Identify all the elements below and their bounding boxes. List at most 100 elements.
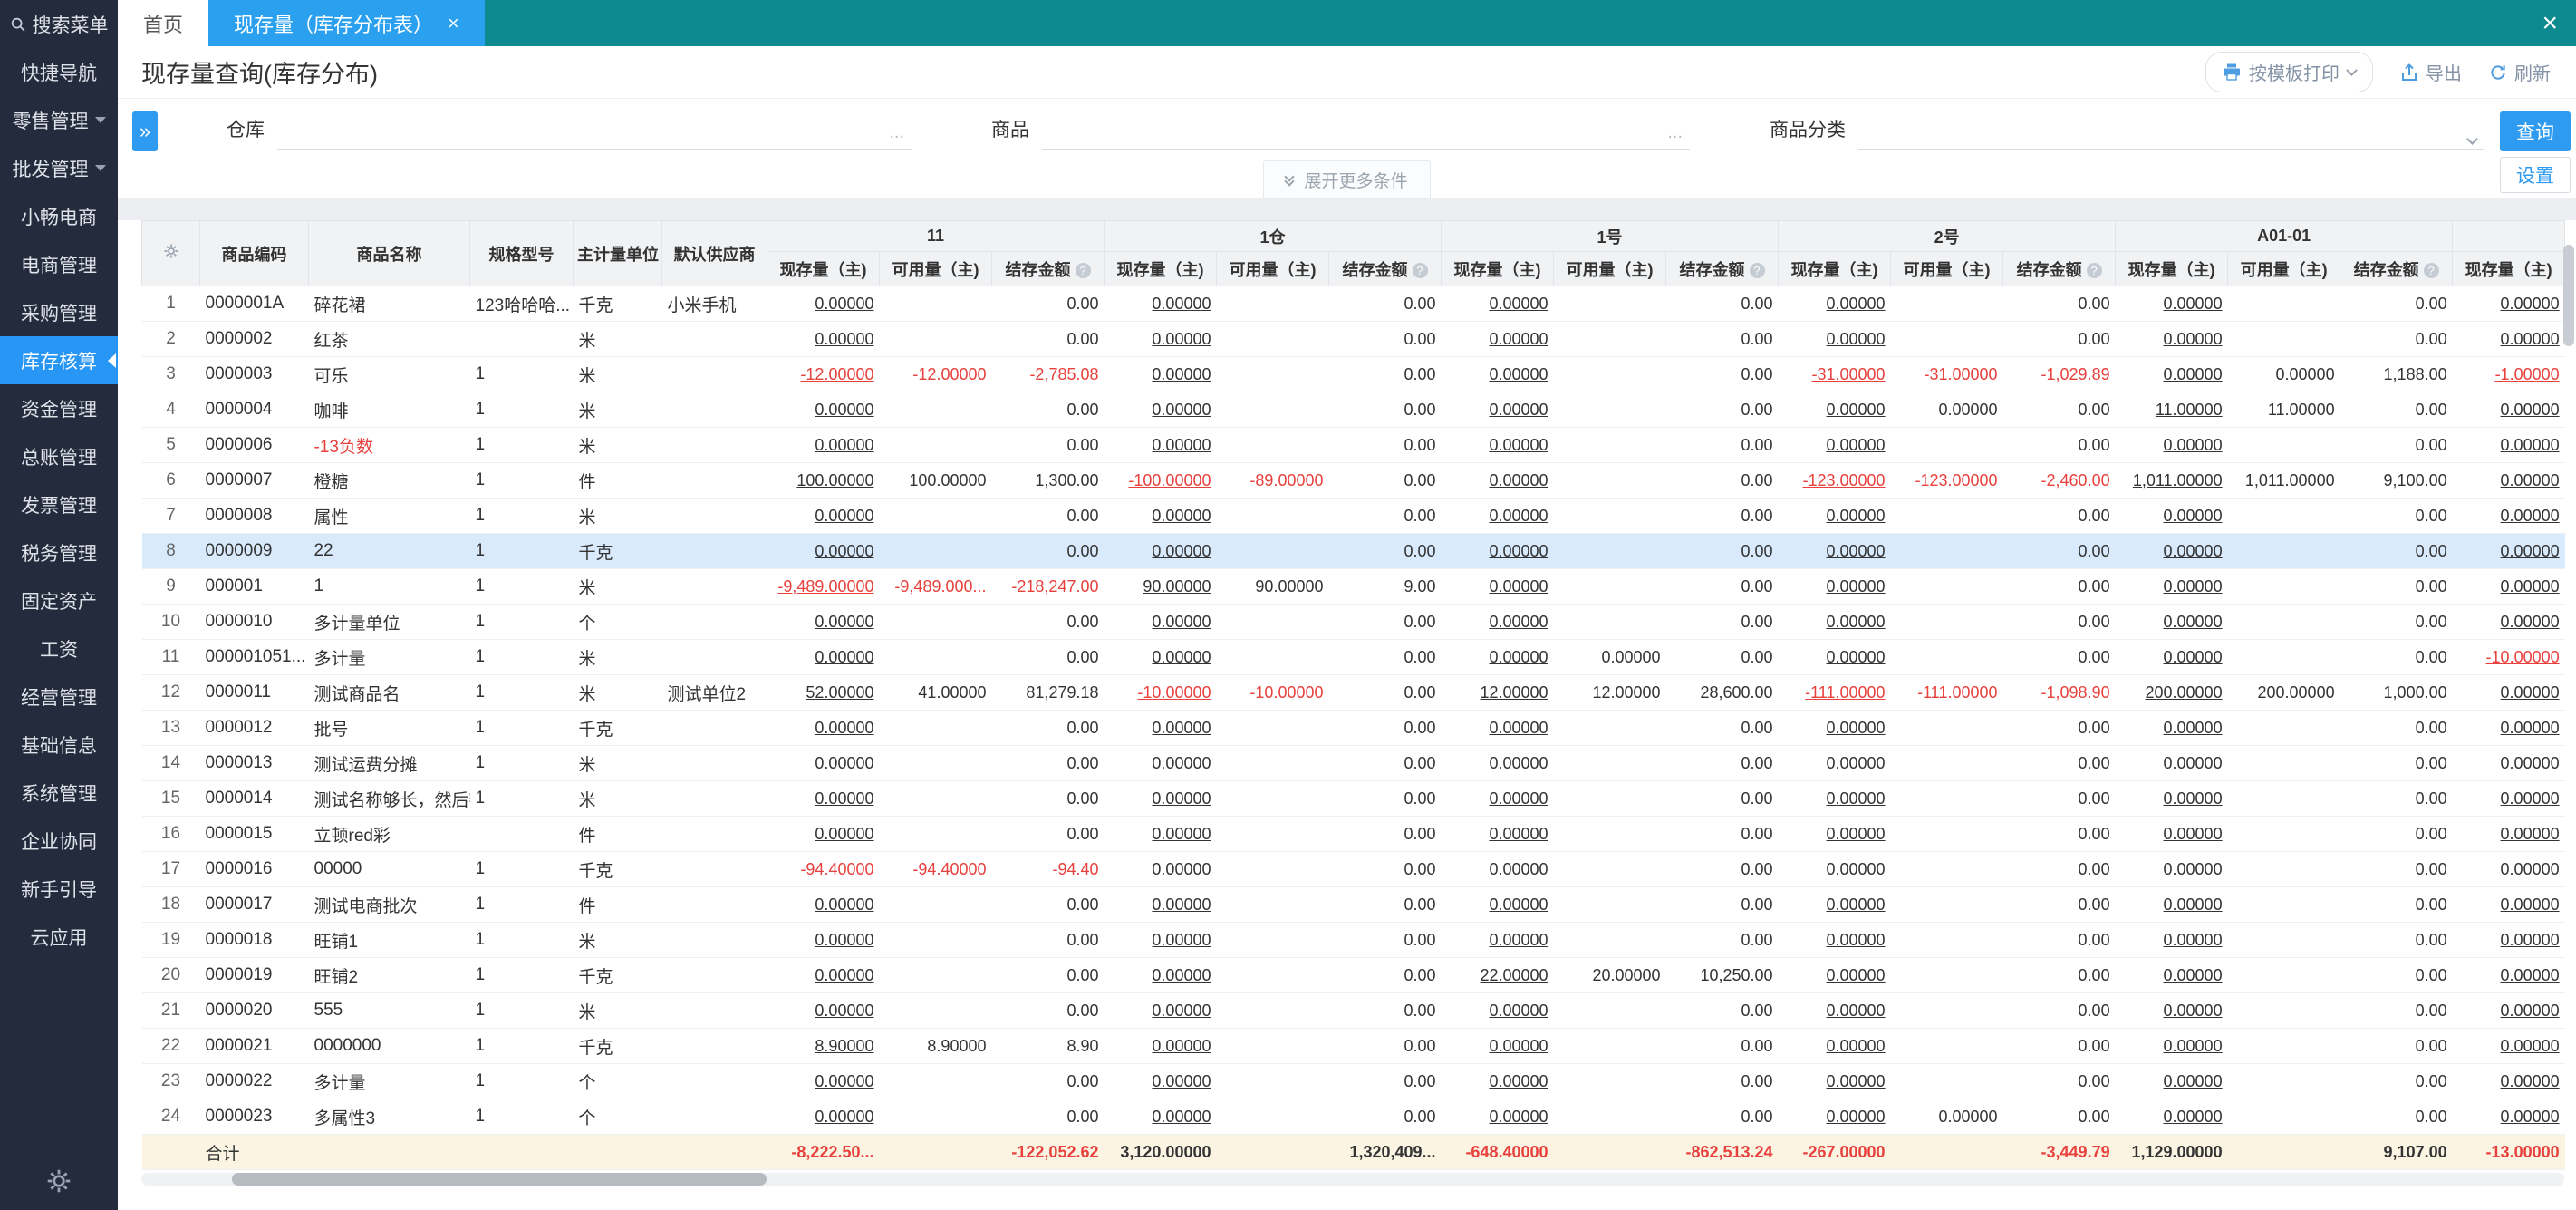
sidebar-item-5[interactable]: 小畅电商 [0,192,118,240]
tab-inventory-distribution[interactable]: 现存量（库存分布表） × [208,0,485,46]
column-header[interactable]: 规格型号 [469,220,574,286]
cell-quantity-link[interactable]: 0.00000 [1778,1099,1891,1135]
cell-quantity-link[interactable]: -94.40000 [767,851,880,887]
cell-quantity-link[interactable]: 0.00000 [1104,321,1217,357]
sub-column-header[interactable]: 结存金额? [1665,251,1780,286]
sidebar-item-6[interactable]: 电商管理 [0,240,118,288]
sidebar-item-15[interactable]: 经营管理 [0,673,118,721]
cell-quantity-link[interactable]: 0.00000 [1104,745,1217,781]
cell-quantity-link[interactable]: 0.00000 [2452,427,2565,463]
cell-quantity-link[interactable]: 0.00000 [767,816,880,852]
cell-quantity-link[interactable]: 0.00000 [1104,816,1217,852]
sidebar-item-16[interactable]: 基础信息 [0,721,118,769]
table-row[interactable]: 16 0000015 立顿red彩件 0.00000 0.00 0.00000 0.00 0.… [141,816,2565,852]
sidebar-item-12[interactable]: 税务管理 [0,528,118,576]
cell-quantity-link[interactable]: 0.00000 [1441,922,1554,958]
cell-quantity-link[interactable]: 0.00000 [1441,710,1554,746]
column-header[interactable]: 主计量单位 [573,220,662,286]
cell-quantity-link[interactable]: 0.00000 [2115,286,2228,322]
vertical-scrollbar[interactable] [2563,245,2574,634]
cell-quantity-link[interactable]: 0.00000 [1778,286,1891,322]
cell-quantity-link[interactable]: 0.00000 [2452,710,2565,746]
cell-quantity-link[interactable]: 0.00000 [2452,392,2565,428]
help-icon[interactable]: ? [1749,262,1765,278]
sidebar-item-9[interactable]: 资金管理 [0,384,118,432]
cell-quantity-link[interactable]: -10.00000 [1104,674,1217,711]
sub-column-header[interactable]: 结存金额? [2002,251,2117,286]
cell-quantity-link[interactable]: 0.00000 [1778,957,1891,993]
cell-quantity-link[interactable]: 0.00000 [2115,1028,2228,1064]
sidebar-item-8[interactable]: 库存核算 [0,336,118,384]
cell-quantity-link[interactable]: 0.00000 [2452,922,2565,958]
cell-quantity-link[interactable]: 0.00000 [1441,851,1554,887]
cell-quantity-link[interactable]: 0.00000 [2452,498,2565,534]
table-row[interactable]: 22 0000021 0000000 1 千克 8.90000 8.90000 8.90 0.0… [141,1028,2565,1064]
cell-quantity-link[interactable]: 0.00000 [1778,745,1891,781]
help-icon[interactable]: ? [2086,262,2102,278]
cell-quantity-link[interactable]: 0.00000 [767,886,880,923]
cell-quantity-link[interactable]: 0.00000 [767,321,880,357]
vertical-scrollbar-thumb[interactable] [2563,245,2574,346]
cell-quantity-link[interactable]: 0.00000 [1104,1063,1217,1099]
cell-quantity-link[interactable]: 0.00000 [767,533,880,569]
sidebar-item-18[interactable]: 企业协同 [0,817,118,865]
cell-quantity-link[interactable]: 0.00000 [2115,851,2228,887]
table-row[interactable]: 17 0000016 00000 1 千克 -94.40000 -94.40000 -94.4… [141,851,2565,887]
sub-column-header[interactable]: 现存量（主) [1778,251,1892,286]
help-icon[interactable]: ? [1075,262,1091,278]
table-row[interactable]: 1 0000001A 碎花裙 123哈哈哈... 千克 小米手机 0.00000 0.00 0.… [141,286,2565,322]
cell-quantity-link[interactable]: 100.00000 [767,462,880,499]
cell-quantity-link[interactable]: 0.00000 [1441,992,1554,1029]
help-icon[interactable]: ? [1412,262,1428,278]
cell-quantity-link[interactable]: -1.00000 [2452,356,2565,392]
cell-quantity-link[interactable]: 0.00000 [2115,604,2228,640]
cell-quantity-link[interactable]: 0.00000 [1441,1063,1554,1099]
category-select[interactable] [1858,113,2484,150]
cell-quantity-link[interactable]: 0.00000 [2452,674,2565,711]
cell-quantity-link[interactable]: 90.00000 [1104,568,1217,605]
cell-quantity-link[interactable]: 0.00000 [2452,957,2565,993]
cell-quantity-link[interactable]: 0.00000 [1778,568,1891,605]
cell-quantity-link[interactable]: 0.00000 [2452,851,2565,887]
cell-quantity-link[interactable]: 0.00000 [2452,992,2565,1029]
cell-quantity-link[interactable]: 0.00000 [2452,1028,2565,1064]
cell-quantity-link[interactable]: 0.00000 [1441,427,1554,463]
sub-column-header[interactable]: 可用量（主) [1553,251,1667,286]
table-row[interactable]: 20 0000019 旺铺2 1 千克 0.00000 0.00 0.00000 0.00 22.… [141,957,2565,993]
cell-quantity-link[interactable]: -123.00000 [1778,462,1891,499]
table-row[interactable]: 23 0000022 多计量 1 个 0.00000 0.00 0.00000 0.00 0.00… [141,1063,2565,1099]
cell-quantity-link[interactable]: 0.00000 [1778,639,1891,675]
sidebar-item-2[interactable]: 快捷导航 [0,48,118,96]
cell-quantity-link[interactable]: 0.00000 [767,992,880,1029]
cell-quantity-link[interactable]: 0.00000 [1104,886,1217,923]
cell-quantity-link[interactable]: 0.00000 [1441,462,1554,499]
cell-quantity-link[interactable]: 0.00000 [1441,356,1554,392]
table-row[interactable]: 12 0000011 测试商品名 1 米测试单位2 52.00000 41.00000 81,… [141,674,2565,711]
sub-column-header[interactable]: 现存量（主) [2452,251,2566,286]
help-icon[interactable]: ? [2423,262,2439,278]
cell-quantity-link[interactable]: 0.00000 [2115,992,2228,1029]
cell-quantity-link[interactable]: 0.00000 [2452,568,2565,605]
cell-quantity-link[interactable]: 0.00000 [2452,1099,2565,1135]
goods-input[interactable]: ... [1042,113,1690,150]
sub-column-header[interactable]: 可用量（主) [1216,251,1329,286]
cell-quantity-link[interactable]: 0.00000 [2115,533,2228,569]
cell-quantity-link[interactable]: 0.00000 [2115,780,2228,817]
picker-ellipsis-icon[interactable]: ... [889,122,904,142]
table-row[interactable]: 18 0000017 测试电商批次 1 件 0.00000 0.00 0.00000 0.00 0… [141,886,2565,923]
cell-quantity-link[interactable]: 0.00000 [1441,1099,1554,1135]
picker-ellipsis-icon[interactable]: ... [1667,122,1683,142]
cell-quantity-link[interactable]: 0.00000 [767,392,880,428]
cell-quantity-link[interactable]: 0.00000 [2452,745,2565,781]
cell-quantity-link[interactable]: 0.00000 [767,604,880,640]
cell-quantity-link[interactable]: 0.00000 [2115,886,2228,923]
cell-quantity-link[interactable]: -12.00000 [767,356,880,392]
table-row[interactable]: 14 0000013 测试运费分摊 1 米 0.00000 0.00 0.00000 0.00 0… [141,745,2565,781]
horizontal-scrollbar[interactable] [141,1173,2564,1186]
cell-quantity-link[interactable]: 0.00000 [2452,321,2565,357]
sub-column-header[interactable]: 现存量（主) [1104,251,1217,286]
cell-quantity-link[interactable]: 0.00000 [1104,780,1217,817]
table-row[interactable]: 21 0000020 555 1 米 0.00000 0.00 0.00000 0.00 0.00… [141,992,2565,1029]
cell-quantity-link[interactable]: 0.00000 [767,639,880,675]
table-row[interactable]: 13 0000012 批号 1 千克 0.00000 0.00 0.00000 0.00 0.00… [141,710,2565,746]
